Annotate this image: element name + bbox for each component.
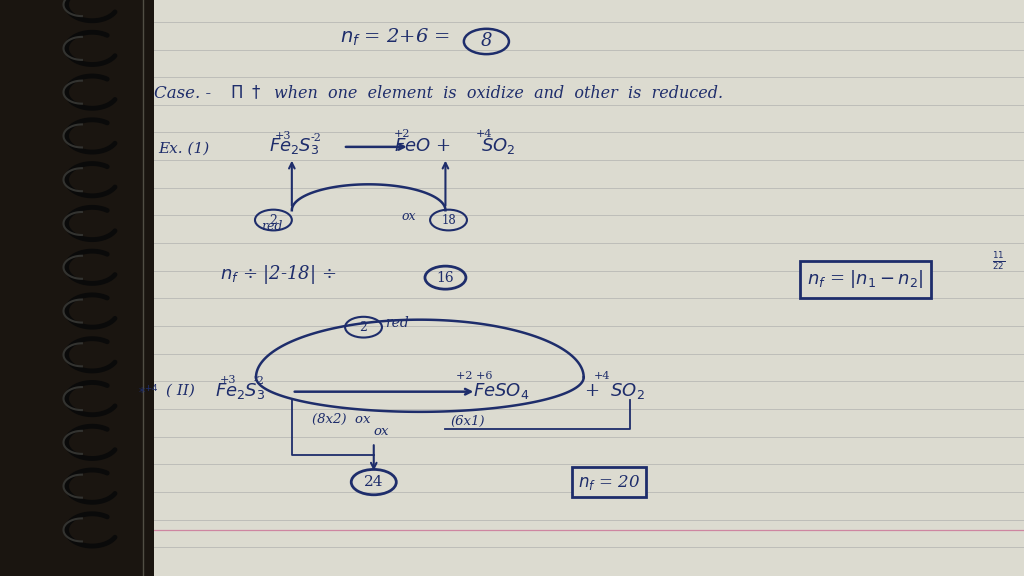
Text: $\frac{11}{22}$: $\frac{11}{22}$ [992,251,1005,272]
Text: +2: +2 [394,129,411,139]
Text: $n_f$ = 20: $n_f$ = 20 [579,473,640,491]
Text: 16: 16 [436,271,455,285]
Text: ox: ox [401,210,416,223]
Text: -2: -2 [310,132,322,142]
Text: 18: 18 [441,214,456,226]
Text: $\Pi$: $\Pi$ [230,85,244,102]
Text: when  one  element  is  oxidize  and  other  is  reduced.: when one element is oxidize and other is… [274,85,724,102]
Text: 2: 2 [359,321,368,334]
Text: +2 +6: +2 +6 [456,371,493,381]
Text: 24: 24 [364,475,384,489]
Text: ( II): ( II) [166,384,195,397]
Text: +3: +3 [274,131,291,141]
Text: $*^{+4}$: $*^{+4}$ [138,385,159,397]
Text: (6x1): (6x1) [451,415,485,427]
Text: Ex. (1): Ex. (1) [159,142,210,156]
Text: 8: 8 [480,32,493,51]
Text: $n_f$ = $|n_1 - n_2|$: $n_f$ = $|n_1 - n_2|$ [807,268,924,290]
Text: red: red [385,316,409,330]
Text: $SO_2$: $SO_2$ [481,137,516,157]
Text: $Fe_2S_3$: $Fe_2S_3$ [269,137,319,157]
Text: $\dag$: $\dag$ [251,84,261,102]
Text: -2: -2 [254,376,265,386]
Text: +4: +4 [594,371,610,381]
Text: (8x2)  ox: (8x2) ox [312,414,371,426]
Text: +4: +4 [476,129,493,139]
Text: $n_f$ = 2+6 =: $n_f$ = 2+6 = [340,27,451,48]
Text: red: red [261,221,283,233]
Text: 2: 2 [269,214,278,226]
Bar [0,0,154,576]
FancyBboxPatch shape [133,0,1024,576]
Text: +3: +3 [220,375,237,385]
Text: ox: ox [374,425,389,438]
Text: $FeSO_4$: $FeSO_4$ [473,381,529,401]
Text: $FeO$ +: $FeO$ + [394,138,451,156]
Text: $n_f$ ÷ |2-18| ÷: $n_f$ ÷ |2-18| ÷ [220,263,337,286]
Text: $Fe_2S_3$: $Fe_2S_3$ [215,381,265,401]
Text: +  $SO_2$: + $SO_2$ [584,381,644,401]
Text: Case. -: Case. - [154,85,211,102]
